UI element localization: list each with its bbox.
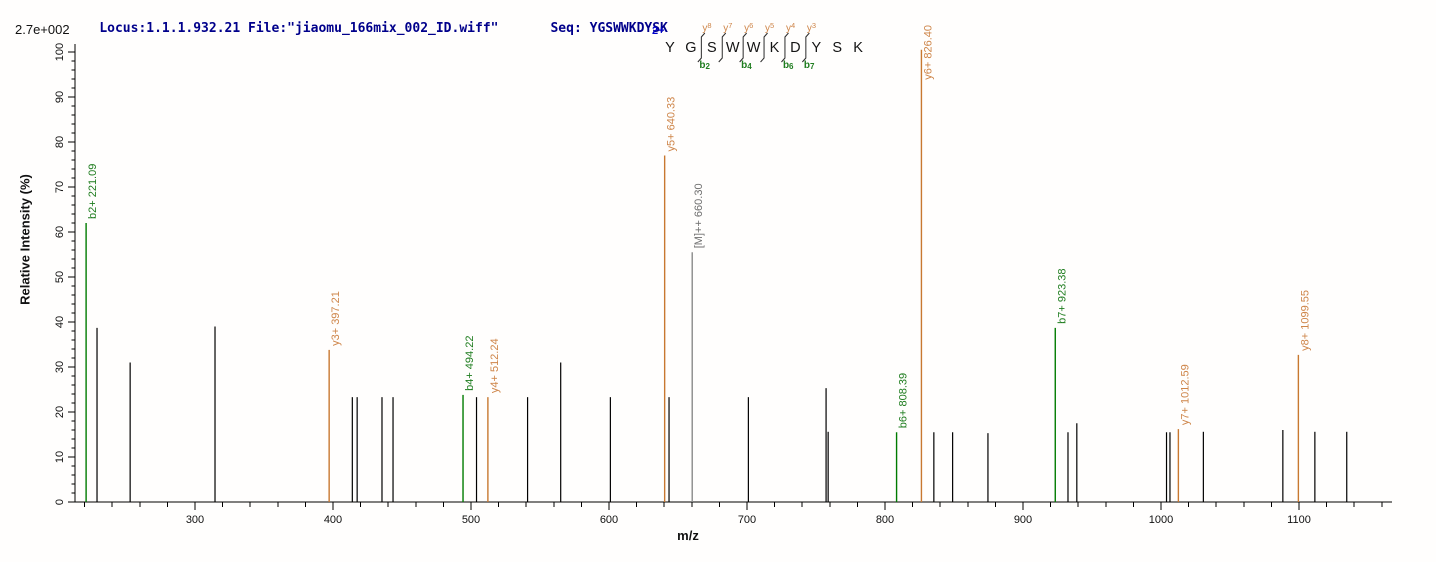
precursor-charge-label: 2+ — [652, 25, 665, 37]
peak-label: y6+ 826.40 — [922, 25, 934, 80]
residue: Y — [665, 40, 675, 56]
peak-label: y7+ 1012.59 — [1179, 364, 1191, 425]
peak-label: [M]++ 660.30 — [693, 183, 705, 248]
x-tick-label: 300 — [186, 514, 204, 526]
peak-label: y4+ 512.24 — [489, 338, 501, 393]
axis-group: 0 10 20 30 40 50 60 70 80 90 100 300 400 500 600 700 800… — [54, 43, 1392, 526]
y-tick-label: 0 — [54, 499, 66, 505]
peak-label: y8+ 1099.55 — [1299, 290, 1311, 351]
residue: S — [832, 40, 843, 56]
y-ion-tag: y4 — [785, 21, 796, 34]
peak-label: b2+ 221.09 — [87, 164, 99, 219]
residue: Y — [811, 40, 822, 56]
y-tick-label: 20 — [54, 406, 66, 418]
cleavage-mark — [697, 32, 706, 63]
y-ion-tag: y6 — [744, 21, 754, 34]
residue: S — [706, 40, 717, 56]
y-ion-tag: y3 — [806, 21, 817, 34]
peak-label: y5+ 640.33 — [666, 97, 678, 152]
sequence-text: Seq: YGSWWKDYSK — [550, 21, 668, 36]
y-tick-label: 40 — [54, 316, 66, 328]
max-intensity-label: 2.7e+002 — [15, 22, 70, 37]
y-tick-label: 10 — [54, 451, 66, 463]
x-tick-label: 600 — [600, 514, 618, 526]
header-bar: Locus:1.1.1.932.21 File:"jiaomu_166mix_0… — [68, 6, 668, 51]
y-tick-label: 30 — [54, 361, 66, 373]
cleavage-mark — [718, 32, 727, 63]
b-ion-tag: b7 — [803, 60, 815, 71]
cleavage-marks-group — [697, 32, 810, 63]
y-ion-tag: y7 — [723, 21, 733, 34]
y-ion-tag: y8 — [702, 21, 712, 34]
peaks-group — [85, 49, 1348, 502]
cleavage-mark — [801, 32, 810, 63]
x-tick-label: 1100 — [1287, 514, 1311, 526]
peak-label: b4+ 494.22 — [464, 336, 476, 391]
x-tick-label: 400 — [324, 514, 342, 526]
cleavage-mark — [739, 32, 748, 63]
peak-label: b7+ 923.38 — [1056, 268, 1068, 323]
y-ion-tag: y5 — [765, 21, 775, 34]
y-tick-label: 80 — [54, 136, 66, 148]
residue: D — [790, 40, 801, 56]
b-ion-tag: b2 — [699, 60, 710, 71]
x-tick-label: 900 — [1014, 514, 1032, 526]
y-tick-label: 90 — [54, 91, 66, 103]
peak-label: y3+ 397.21 — [330, 291, 342, 346]
b-ion-tag: b6 — [782, 60, 794, 71]
residue: K — [853, 40, 863, 56]
cleavage-mark — [781, 32, 789, 63]
cleavage-mark — [760, 32, 768, 63]
x-tick-label: 1000 — [1149, 514, 1173, 526]
y-tick-label: 70 — [54, 181, 66, 193]
x-tick-label: 500 — [462, 514, 480, 526]
locus-file-text: Locus:1.1.1.932.21 File:"jiaomu_166mix_0… — [99, 21, 499, 36]
residue: W — [725, 40, 740, 56]
b-ion-tag: b4 — [741, 60, 752, 71]
peak-labels-group: b2+ 221.09 y3+ 397.21 b4+ 494.22 y4+ 512.24… — [87, 25, 1311, 428]
residue: K — [769, 40, 780, 56]
y-tick-label: 50 — [54, 271, 66, 283]
y-tick-label: 100 — [54, 43, 66, 61]
peak-label: b6+ 808.39 — [898, 373, 910, 428]
x-tick-label: 700 — [738, 514, 756, 526]
residue: G — [685, 40, 697, 56]
x-axis-title: m/z — [677, 528, 699, 543]
residue: W — [746, 40, 761, 56]
y-tick-label: 60 — [54, 226, 66, 238]
x-tick-label: 800 — [876, 514, 894, 526]
